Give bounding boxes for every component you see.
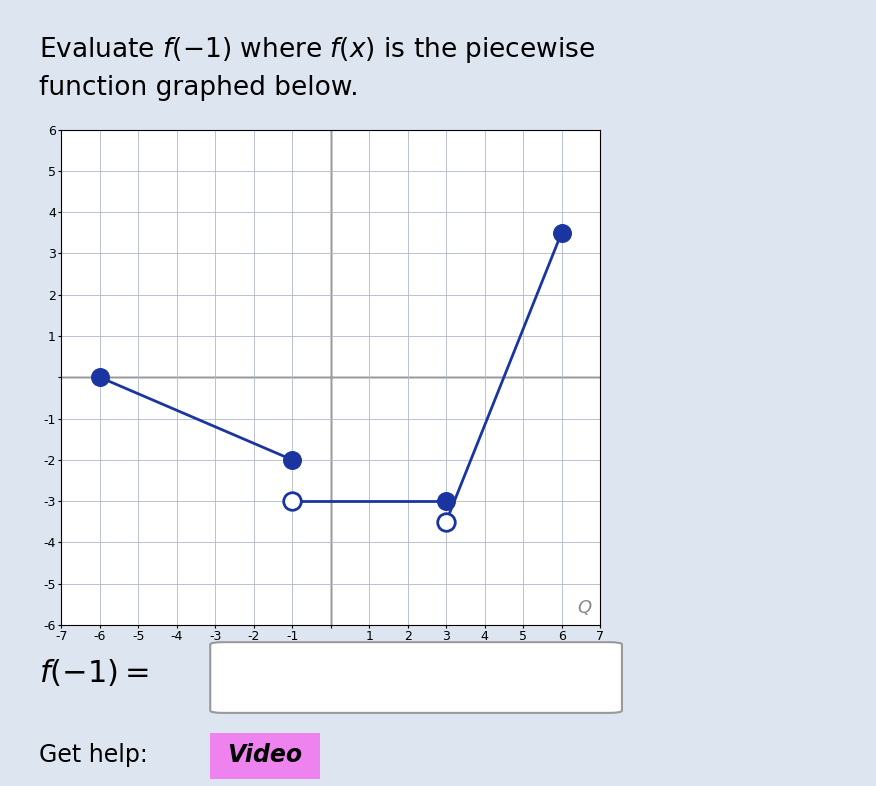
FancyBboxPatch shape	[210, 733, 320, 779]
Point	[555, 226, 569, 239]
Point	[286, 454, 300, 466]
Text: Evaluate $f( - 1)$ where $f(x)$ is the piecewise: Evaluate $f( - 1)$ where $f(x)$ is the p…	[39, 35, 596, 65]
Point	[439, 516, 453, 528]
FancyBboxPatch shape	[210, 642, 622, 713]
Text: function graphed below.: function graphed below.	[39, 75, 359, 101]
Text: Get help:: Get help:	[39, 743, 148, 766]
Text: $f( - 1) =$: $f( - 1) =$	[39, 657, 149, 689]
Point	[93, 371, 107, 384]
Text: Q: Q	[577, 600, 591, 617]
Point	[286, 495, 300, 508]
Point	[439, 495, 453, 508]
Text: Video: Video	[227, 743, 302, 766]
